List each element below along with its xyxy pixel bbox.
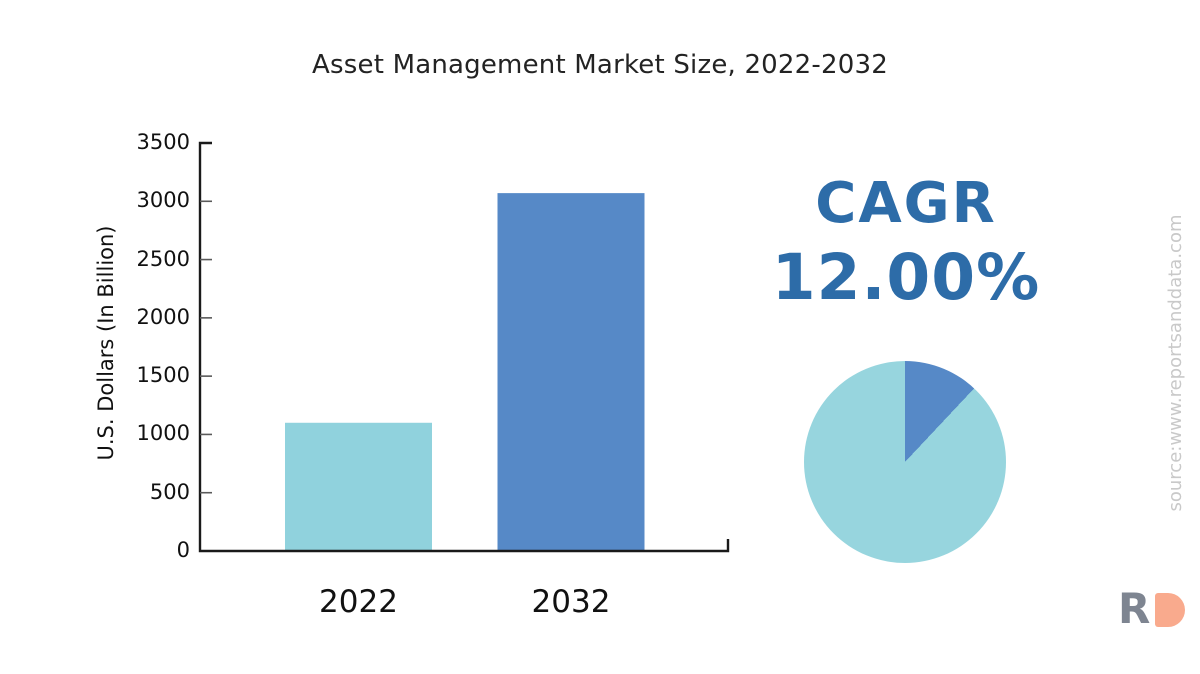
y-tick-label-3000: 3000 (136, 188, 190, 213)
bar-2022 (285, 422, 432, 551)
cagr-value: 12.00% (771, 241, 1041, 314)
logo-d-shape (1155, 593, 1185, 627)
axis-frame (198, 141, 730, 553)
y-axis-title: U.S. Dollars (In Billion) (94, 225, 118, 461)
y-tick-label-3500: 3500 (136, 130, 190, 154)
logo-letter-r: R (1118, 584, 1151, 633)
y-tick-label-2500: 2500 (136, 246, 190, 271)
y-tick-label-1000: 1000 (136, 421, 190, 446)
chart-title: Asset Management Market Size, 2022-2032 (312, 50, 888, 80)
bar-2032 (497, 193, 645, 551)
cagr-callout: CAGR 12.00% (756, 171, 1056, 314)
cagr-label: CAGR (815, 171, 997, 236)
x-tick-label-2022: 2022 (319, 584, 398, 620)
reportsanddata-logo: R (1118, 584, 1190, 633)
y-tick-label-1500: 1500 (136, 363, 190, 388)
x-tick-label-2032: 2032 (531, 584, 611, 620)
y-tick-label-0: 0 (176, 538, 190, 562)
cagr-pie-chart (804, 361, 1006, 563)
y-tick-label-2000: 2000 (136, 304, 190, 329)
y-tick-label-500: 500 (149, 479, 190, 504)
source-watermark: source:www.reportsanddata.com (1165, 214, 1186, 512)
